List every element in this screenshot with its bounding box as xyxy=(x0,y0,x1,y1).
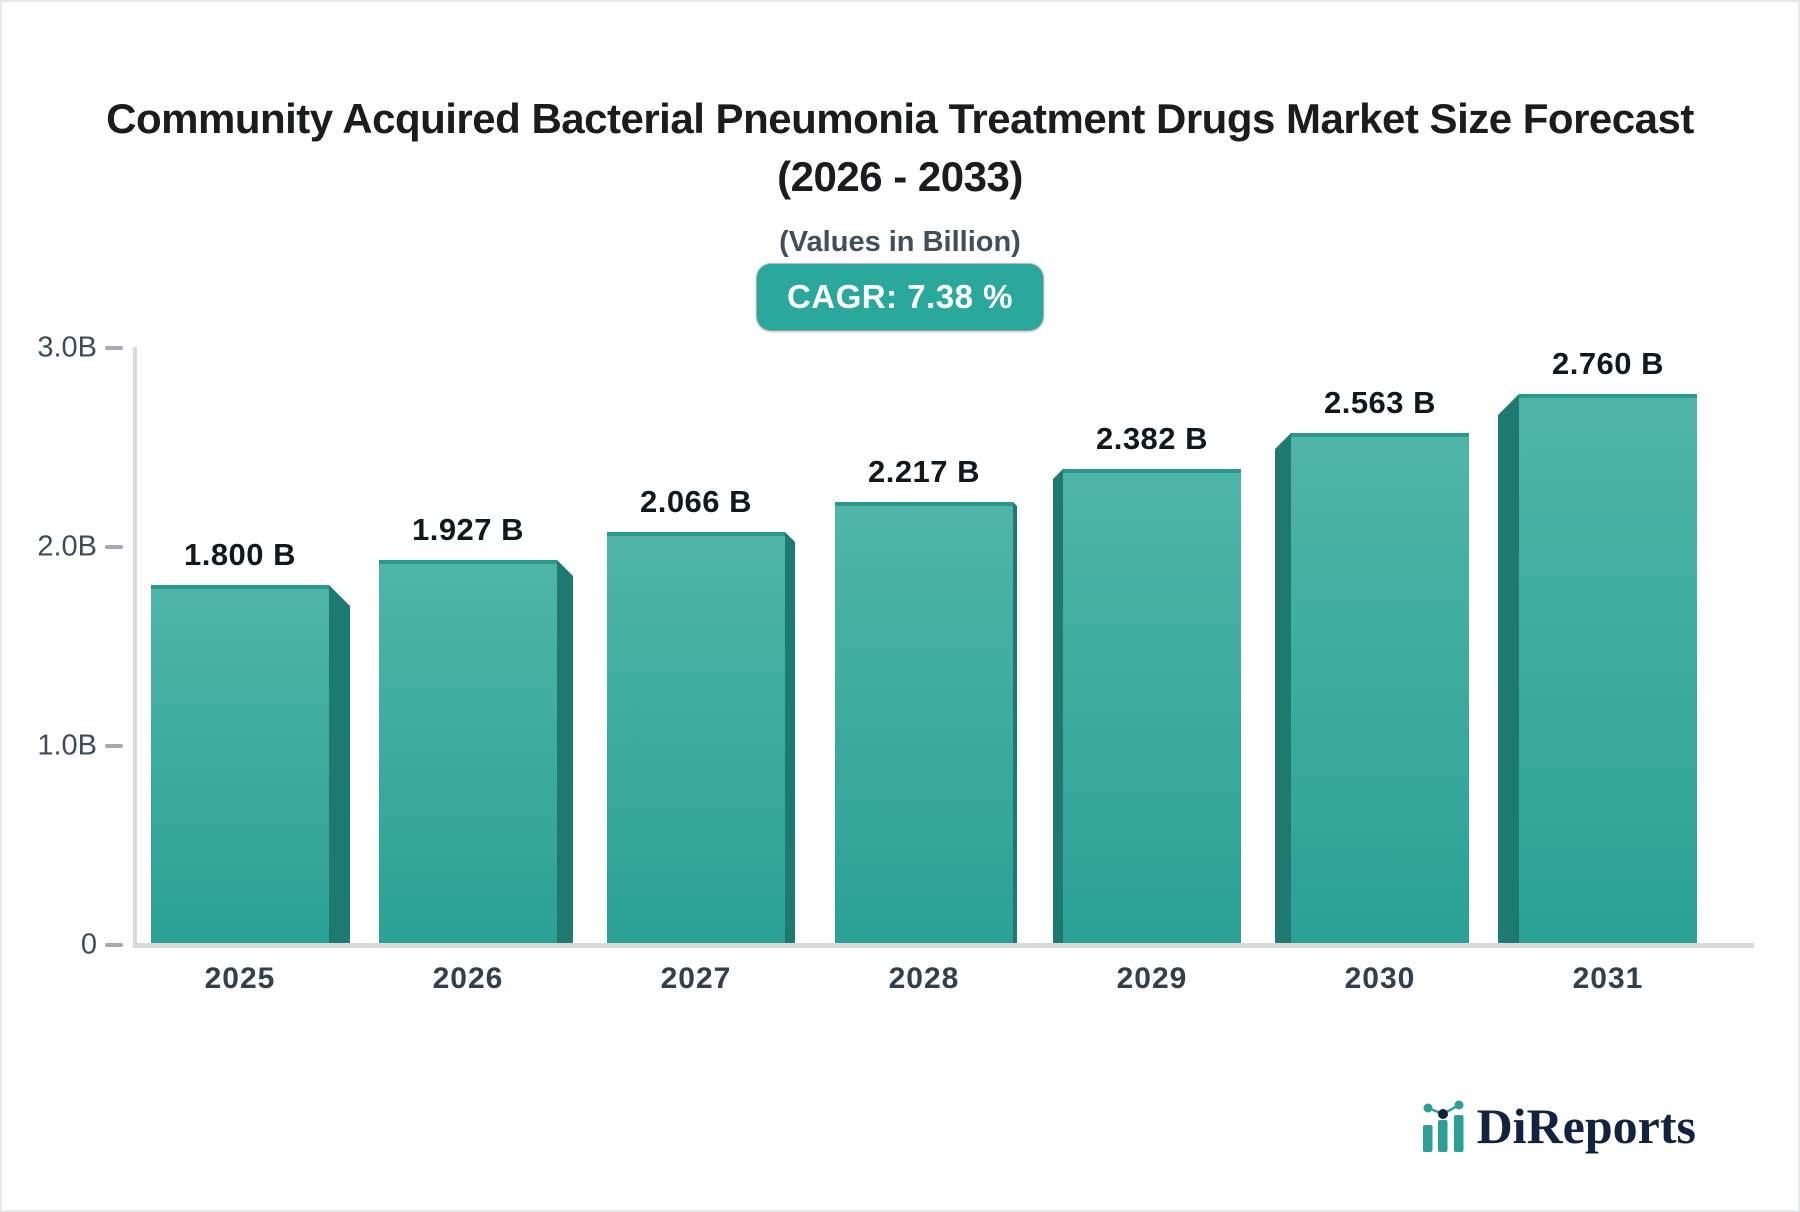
bar-value-label: 1.800 B xyxy=(183,537,297,572)
bar-value-label: 2.217 B xyxy=(867,454,981,489)
bar-side-2029 xyxy=(1053,469,1063,943)
bar-2025 xyxy=(151,585,329,943)
x-axis-line xyxy=(133,943,1754,948)
y-tick-label: 2.0B xyxy=(37,530,97,563)
bar-2029 xyxy=(1063,469,1241,943)
y-axis-line xyxy=(133,347,137,948)
x-axis-label-2028: 2028 xyxy=(888,962,960,995)
bar-value-label: 2.563 B xyxy=(1323,385,1437,420)
x-axis-label-2030: 2030 xyxy=(1344,962,1416,995)
y-tick-mark xyxy=(105,545,123,549)
logo-text: DiReports xyxy=(1476,1098,1696,1154)
chart-subtitle: (Values in Billion) xyxy=(779,226,1021,258)
bar-2031 xyxy=(1519,394,1697,943)
y-tick-mark xyxy=(105,943,123,947)
bar-value-label: 2.760 B xyxy=(1551,346,1665,381)
y-tick-label: 1.0B xyxy=(37,729,97,762)
mini-bar-chart-icon xyxy=(1422,1100,1464,1152)
bar-side-2027 xyxy=(785,532,795,943)
y-tick-mark xyxy=(105,346,123,350)
bar-side-2028 xyxy=(1013,502,1017,943)
x-axis-label-2031: 2031 xyxy=(1572,962,1644,995)
x-axis-label-2027: 2027 xyxy=(660,962,732,995)
x-axis-label-2026: 2026 xyxy=(432,962,504,995)
bar-value-label: 2.382 B xyxy=(1095,421,1209,456)
bar-2026 xyxy=(379,560,557,943)
y-tick-mark xyxy=(105,744,123,748)
y-tick-label: 0 xyxy=(80,928,97,961)
y-tick-label: 3.0B xyxy=(37,331,97,364)
bar-side-2030 xyxy=(1275,433,1291,943)
bar-side-2026 xyxy=(557,560,573,943)
bar-2028 xyxy=(835,502,1013,943)
cagr-badge-row: CAGR: 7.38 % xyxy=(2,264,1798,330)
direports-logo: DiReports xyxy=(1421,1100,1696,1152)
bar-side-2025 xyxy=(329,585,350,943)
chart-title-line1: Community Acquired Bacterial Pneumonia T… xyxy=(106,95,1694,142)
bar-value-label: 2.066 B xyxy=(639,484,753,519)
bar-2030 xyxy=(1291,433,1469,943)
bar-2027 xyxy=(607,532,785,943)
chart-title-line2: (2026 - 2033) xyxy=(777,153,1023,200)
bar-value-label: 1.927 B xyxy=(411,512,525,547)
x-axis-label-2029: 2029 xyxy=(1116,962,1188,995)
chart-title: Community Acquired Bacterial Pneumonia T… xyxy=(2,94,1798,202)
bar-side-2031 xyxy=(1498,394,1519,943)
x-axis-label-2025: 2025 xyxy=(204,962,276,995)
cagr-badge: CAGR: 7.38 % xyxy=(756,264,1044,330)
